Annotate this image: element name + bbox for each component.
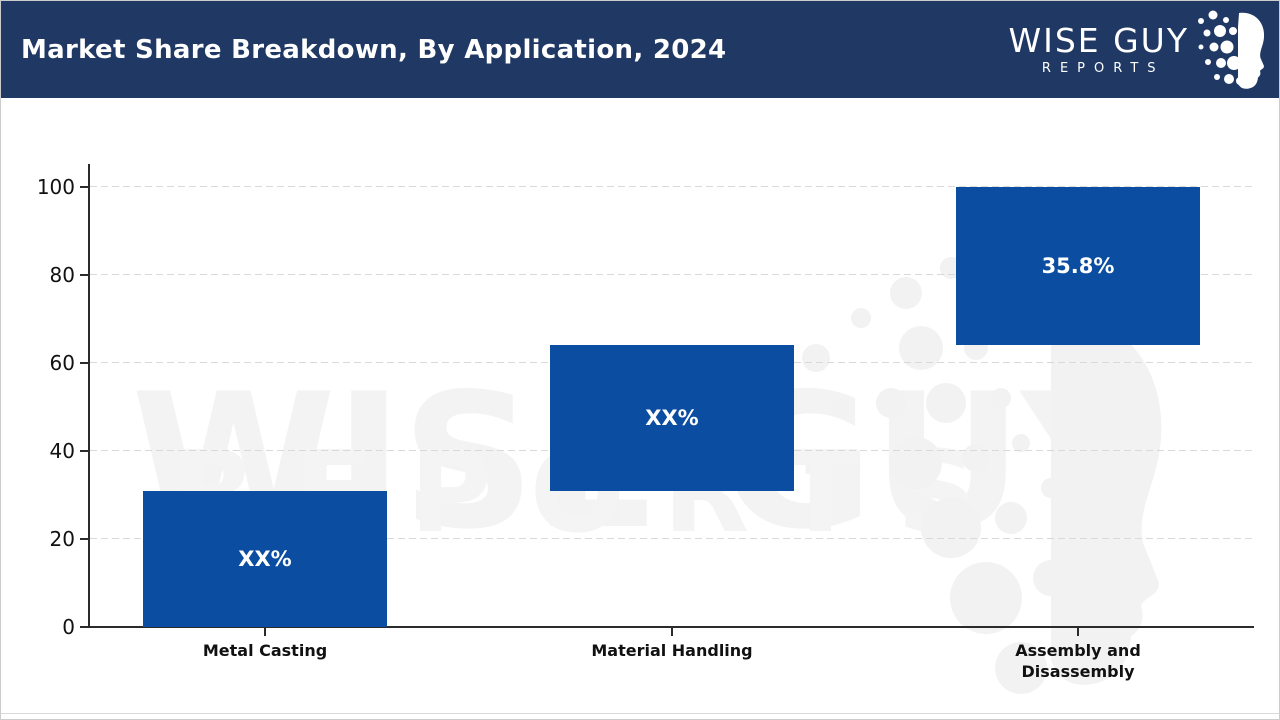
logo-wordmark: WISE GUY — [1008, 21, 1189, 60]
bar-2 — [956, 187, 1200, 345]
y-tick-0 — [80, 626, 88, 628]
wiseguy-logo-text: WISE GUY REPORTS — [1008, 21, 1189, 77]
y-tick-label-100: 100 — [36, 175, 75, 199]
logo-subtitle: REPORTS — [1041, 61, 1165, 76]
chart-title: Market Share Breakdown, By Application, … — [21, 34, 727, 65]
y-tick-label-60: 60 — [49, 351, 75, 375]
y-tick-20 — [80, 538, 88, 540]
y-tick-label-20: 20 — [49, 527, 75, 551]
y-tick-40 — [80, 450, 88, 452]
footer-divider — [1, 713, 1279, 714]
wiseguy-logo: WISE GUY REPORTS — [1008, 7, 1279, 93]
category-label-2: Assembly and Disassembly — [1015, 641, 1141, 681]
y-tick-60 — [80, 362, 88, 364]
y-tick-label-0: 0 — [62, 615, 75, 639]
logo-face-icon — [1198, 10, 1265, 89]
y-tick-label-80: 80 — [49, 263, 75, 287]
bar-value-label-2: 35.8% — [1041, 253, 1115, 278]
bar-0 — [143, 490, 387, 627]
y-tick-100 — [80, 186, 88, 188]
category-label-1: Material Handling — [591, 641, 753, 660]
gridline-y80 — [90, 274, 1254, 275]
bar-1 — [550, 344, 794, 491]
x-tick-0 — [264, 628, 266, 636]
x-tick-2 — [1077, 628, 1079, 636]
x-tick-1 — [671, 628, 673, 636]
category-label-0: Metal Casting — [202, 641, 328, 660]
bar-value-label-0: XX% — [238, 546, 292, 571]
gridline-y20 — [90, 538, 1254, 539]
bar-value-label-1: XX% — [645, 405, 699, 430]
y-tick-80 — [80, 274, 88, 276]
gridline-y100 — [90, 186, 1254, 187]
header-bar: Market Share Breakdown, By Application, … — [1, 1, 1279, 98]
x-axis-line — [88, 626, 1254, 628]
y-tick-label-40: 40 — [49, 439, 75, 463]
y-axis-line — [88, 164, 90, 628]
